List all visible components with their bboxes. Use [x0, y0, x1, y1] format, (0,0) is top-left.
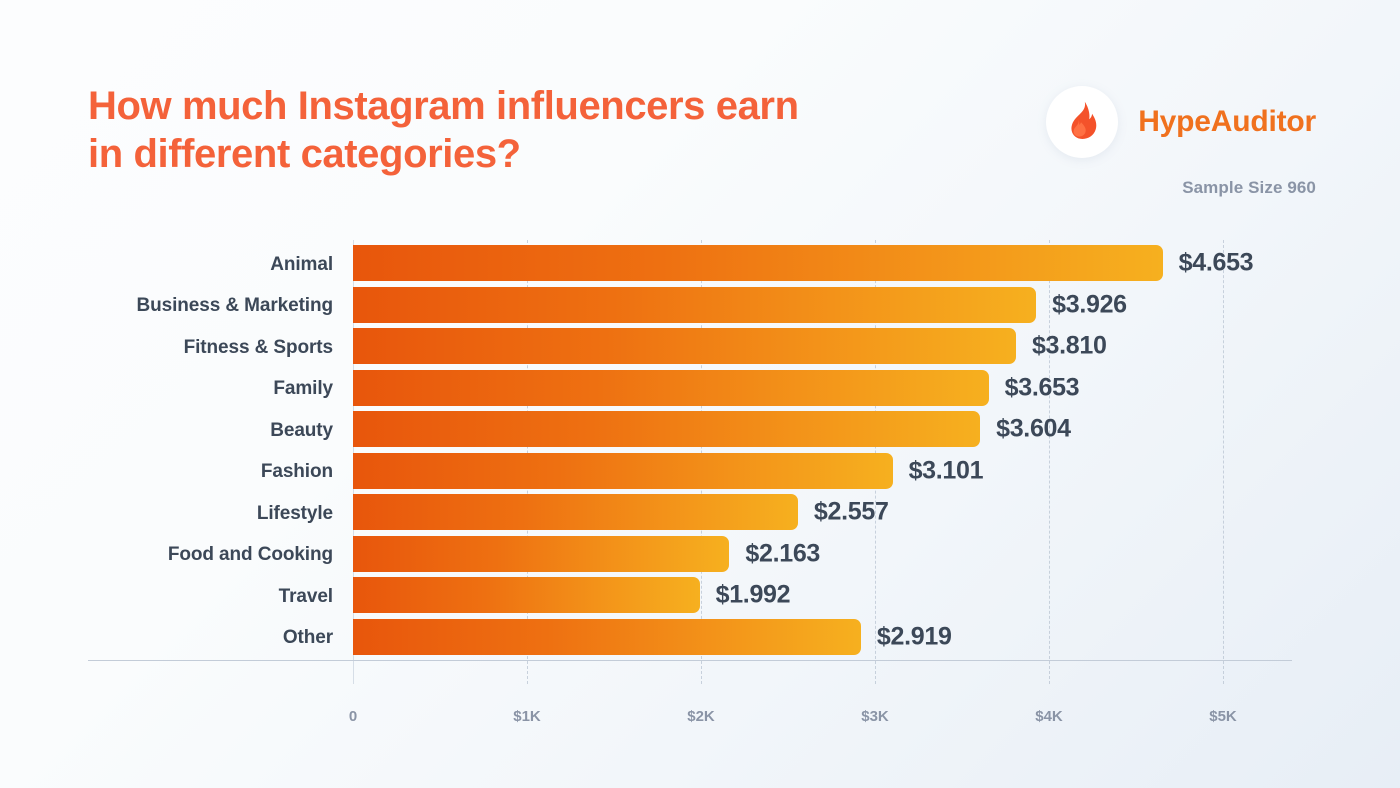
- x-axis-ticks: 0 $1K $2K $3K $4K $5K: [0, 708, 1400, 732]
- bar[interactable]: [353, 494, 798, 530]
- bar-track: $3.101: [353, 452, 984, 489]
- bar-track: $3.653: [353, 369, 1080, 406]
- bar-row[interactable]: Animal $4.653: [0, 244, 1400, 286]
- bar-row[interactable]: Food and Cooking $2.163: [0, 535, 1400, 577]
- bar-value-label: $3.101: [908, 456, 984, 484]
- bar[interactable]: [353, 535, 730, 572]
- bar[interactable]: [353, 577, 700, 613]
- bar[interactable]: [353, 369, 989, 406]
- bar[interactable]: [353, 452, 893, 489]
- bar[interactable]: [353, 411, 981, 447]
- brand-logo-block: HypeAuditor: [1046, 86, 1316, 158]
- bar-value-label: $2.919: [876, 622, 952, 650]
- bar-track: $4.653: [353, 245, 1254, 281]
- bar-value-label: $1.992: [715, 580, 791, 609]
- bar-row[interactable]: Business & Marketing $3.926: [0, 286, 1400, 328]
- category-label: Lifestyle: [256, 502, 333, 524]
- brand-logo-circle: [1046, 86, 1119, 158]
- bar-track: $3.810: [353, 328, 1107, 364]
- x-tick-label: $4K: [1035, 708, 1063, 725]
- bar-row[interactable]: Fashion $3.101: [0, 452, 1400, 494]
- bar-row[interactable]: Travel $1.992: [0, 576, 1400, 618]
- category-label: Fashion: [260, 461, 333, 483]
- x-tick-label: 0: [348, 708, 358, 725]
- bar[interactable]: [353, 618, 861, 655]
- title-block: How much Instagram influencers earn in d…: [88, 82, 918, 178]
- bar-value-label: $2.557: [813, 497, 889, 526]
- x-tick-label: $3K: [861, 708, 889, 725]
- category-label: Fitness & Sports: [183, 336, 333, 358]
- bar[interactable]: [353, 245, 1163, 281]
- sample-size-label: Sample Size 960: [1182, 178, 1316, 197]
- bar-value-label: $3.926: [1052, 290, 1127, 318]
- bar[interactable]: [353, 328, 1016, 364]
- bar-row[interactable]: Family $3.653: [0, 369, 1400, 411]
- category-label: Other: [282, 627, 333, 649]
- bar-row[interactable]: Beauty $3.604: [0, 410, 1400, 452]
- bar-track: $3.604: [353, 411, 1071, 447]
- bar-track: $1.992: [353, 577, 791, 613]
- category-label: Beauty: [270, 419, 333, 441]
- bar-row[interactable]: Fitness & Sports $3.810: [0, 327, 1400, 369]
- flame-icon: [1065, 101, 1099, 144]
- bar-value-label: $2.163: [745, 539, 821, 567]
- x-tick-label: $5K: [1209, 708, 1237, 725]
- axis-baseline: [88, 660, 1292, 661]
- bar-value-label: $3.653: [1004, 373, 1080, 401]
- x-tick-label: $2K: [687, 708, 715, 725]
- category-label: Animal: [270, 253, 333, 275]
- bar-value-label: $3.604: [996, 414, 1071, 443]
- brand-name: HypeAuditor: [1138, 105, 1316, 138]
- x-tick-label: $1K: [513, 708, 541, 725]
- bar-track: $3.926: [353, 286, 1127, 323]
- bar-track: $2.919: [353, 618, 952, 655]
- bar-track: $2.557: [353, 494, 889, 530]
- category-label: Family: [273, 378, 333, 400]
- bar[interactable]: [353, 286, 1037, 323]
- bar-track: $2.163: [353, 535, 820, 572]
- category-label: Travel: [278, 585, 333, 607]
- bar-value-label: $3.810: [1031, 331, 1107, 360]
- category-label: Business & Marketing: [136, 295, 334, 317]
- bar-rows: Animal $4.653 Business & Marketing $3.926 Fi…: [0, 244, 1400, 659]
- bar-row[interactable]: Lifestyle $2.557: [0, 493, 1400, 535]
- bar-row[interactable]: Other $2.919: [0, 618, 1400, 660]
- bar-value-label: $4.653: [1178, 248, 1254, 277]
- category-label: Food and Cooking: [167, 544, 333, 566]
- page-title: How much Instagram influencers earn in d…: [88, 84, 799, 176]
